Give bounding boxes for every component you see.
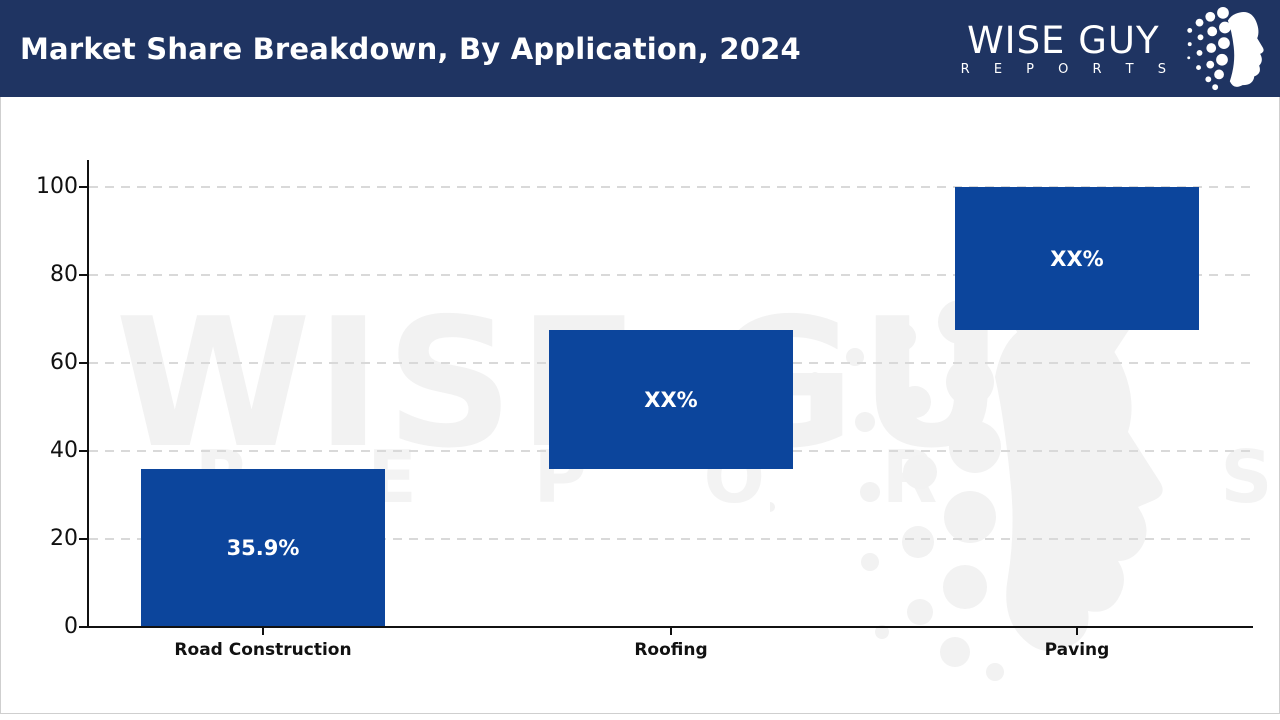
brand-logo: WISE GUY R E P O R T S <box>951 4 1266 94</box>
bar-roofing: XX% <box>549 330 793 470</box>
bar-value-label: XX% <box>1050 246 1104 271</box>
y-tick-label: 20 <box>50 526 78 551</box>
x-axis <box>87 626 1253 628</box>
x-tick-mark <box>1076 628 1078 635</box>
y-tick-mark <box>79 538 87 540</box>
bar-road-construction: 35.9% <box>141 469 385 627</box>
bar-value-label: 35.9% <box>226 536 300 560</box>
y-tick-mark <box>79 450 87 452</box>
brand-name: WISE GUY <box>967 18 1160 62</box>
y-tick-label: 40 <box>50 438 78 463</box>
y-tick-mark <box>79 186 87 188</box>
y-tick-label: 80 <box>50 262 78 287</box>
gridline-100 <box>89 186 1253 188</box>
gridline-80 <box>89 274 1253 276</box>
y-tick-label: 60 <box>50 350 78 375</box>
app-header: Market Share Breakdown, By Application, … <box>0 0 1280 97</box>
x-tick-mark <box>670 628 672 635</box>
x-tick-mark <box>262 628 264 635</box>
bar-value-label: XX% <box>644 387 698 412</box>
y-tick-mark <box>79 626 87 628</box>
head-profile-logo-icon <box>1187 6 1264 90</box>
y-axis <box>87 160 89 627</box>
bar-paving: XX% <box>955 187 1199 331</box>
y-tick-mark <box>79 274 87 276</box>
x-category-label-roofing: Roofing <box>634 640 708 660</box>
x-category-label-road-construction: Road Construction <box>174 640 352 660</box>
y-tick-label: 100 <box>36 174 78 199</box>
brand-logo-text: WISE GUY R E P O R T S <box>951 22 1176 76</box>
y-tick-label: 0 <box>64 614 78 639</box>
page-title: Market Share Breakdown, By Application, … <box>20 31 801 66</box>
x-category-label-paving: Paving <box>1044 640 1110 660</box>
y-tick-mark <box>79 362 87 364</box>
gridline-20 <box>89 538 1253 540</box>
brand-subtitle: R E P O R T S <box>960 61 1176 77</box>
waterfall-chart: WISE GUY R E P O R T S 0 20 40 60 80 100 35.9%… <box>0 97 1280 714</box>
